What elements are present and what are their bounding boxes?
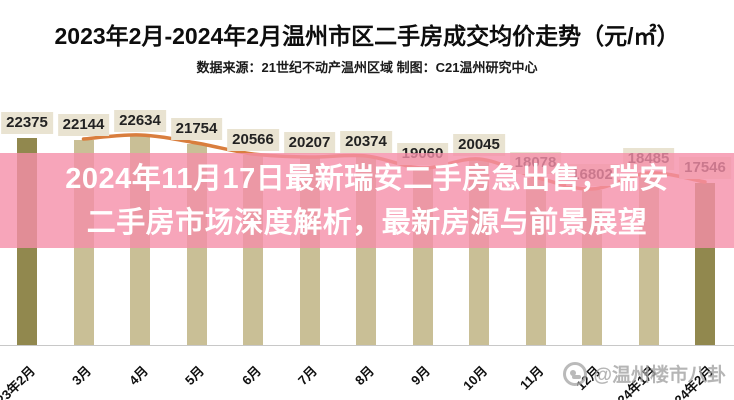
watermark: @温州楼市八卦 xyxy=(563,360,726,387)
bar-value-label: 20374 xyxy=(340,131,392,153)
overlay-banner: 2024年11月17日最新瑞安二手房急出售，瑞安 二手房市场深度解析，最新房源与… xyxy=(0,153,734,248)
bar-value-label: 21754 xyxy=(170,118,223,140)
bar-value-label: 22634 xyxy=(114,110,166,132)
bar-value-label: 20566 xyxy=(227,129,279,151)
x-axis-line xyxy=(0,345,734,346)
banner-text-line1: 2024年11月17日最新瑞安二手房急出售，瑞安 xyxy=(65,162,669,195)
bar-value-label: 20045 xyxy=(453,134,505,156)
watermark-logo-icon xyxy=(563,361,588,386)
banner-text-line2: 二手房市场深度解析，最新房源与前景展望 xyxy=(86,206,648,239)
bar-value-label: 22144 xyxy=(57,114,110,136)
bar-value-label: 22375 xyxy=(1,112,53,134)
bar-value-label: 20207 xyxy=(283,132,336,154)
chart-title: 2023年2月-2024年2月温州市区二手房成交均价走势（元/㎡） xyxy=(54,23,680,49)
chart-header: 2023年2月-2024年2月温州市区二手房成交均价走势（元/㎡） 数据来源：2… xyxy=(0,0,734,76)
watermark-text: @温州楼市八卦 xyxy=(593,365,726,386)
chart-subtitle: 数据来源：21世纪不动产温州区域 制图：C21温州研究中心 xyxy=(196,60,538,75)
